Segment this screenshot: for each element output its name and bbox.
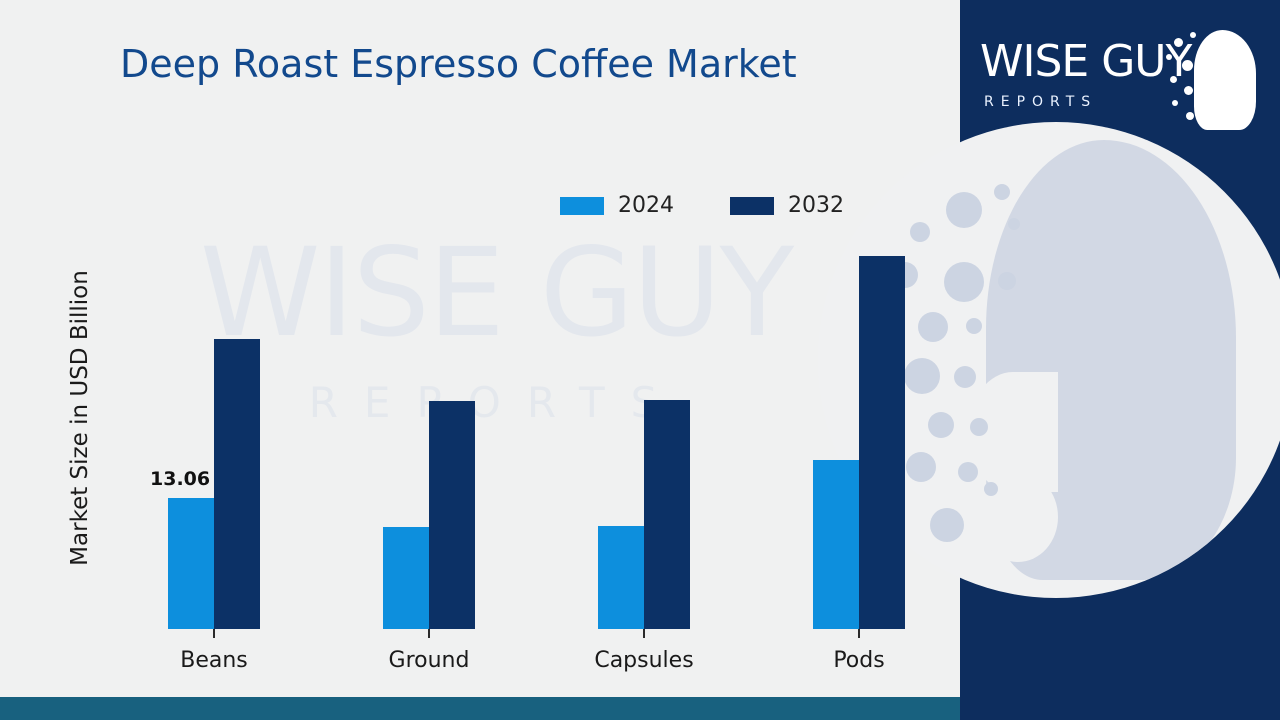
decor-dot [984, 482, 998, 496]
decor-dot [998, 272, 1016, 290]
decor-dot [930, 508, 964, 542]
bar-2024 [598, 526, 644, 629]
legend-label-2032: 2032 [788, 193, 844, 218]
bar-group: 13.06 Beans [114, 170, 314, 673]
bar-pair [544, 170, 744, 629]
legend-item-2024: 2024 [560, 193, 674, 218]
decor-dot [954, 366, 976, 388]
decor-dot [906, 452, 936, 482]
bar-2032 [644, 400, 690, 629]
footer-bar [0, 697, 960, 720]
wiseguy-logo: WISE GUY REPORTS [980, 28, 1260, 130]
chart-title: Deep Roast Espresso Coffee Market [120, 42, 797, 86]
category-label-beans: Beans [180, 648, 248, 673]
decor-dot [928, 412, 954, 438]
category-label-pods: Pods [833, 648, 885, 673]
bar-group: Ground [329, 170, 529, 673]
plot-area: 13.06 Beans Ground Capsules [96, 170, 936, 673]
decor-dot [970, 418, 988, 436]
legend-swatch-2032 [730, 196, 774, 215]
legend-label-2024: 2024 [618, 193, 674, 218]
category-label-ground: Ground [388, 648, 470, 673]
bar-2024 [383, 527, 429, 629]
bar-2032 [214, 339, 260, 629]
logo-head-icon [1166, 28, 1262, 132]
logo-decor-dot [1182, 60, 1193, 71]
logo-decor-dot [1174, 38, 1183, 47]
y-axis-label: Market Size in USD Billion [67, 270, 93, 566]
logo-head-shape [1194, 30, 1256, 130]
chart-legend: 2024 2032 [560, 193, 844, 218]
logo-subtext: REPORTS [984, 94, 1098, 110]
bar-2032 [859, 256, 905, 629]
decor-dot [994, 184, 1010, 200]
legend-item-2032: 2032 [730, 193, 844, 218]
logo-decor-dot [1166, 54, 1172, 60]
bar-group: Pods [759, 170, 959, 673]
bar-value-label: 13.06 [150, 468, 211, 490]
axis-tick [213, 629, 215, 638]
logo-decor-dot [1184, 86, 1193, 95]
logo-decor-dot [1190, 32, 1196, 38]
bar-2024 [813, 460, 859, 629]
decor-dot [910, 222, 930, 242]
bar-pair [759, 170, 959, 629]
bar-pair [329, 170, 529, 629]
decor-dot [966, 318, 982, 334]
axis-tick [643, 629, 645, 638]
legend-swatch-2024 [560, 196, 604, 215]
logo-wordmark: WISE GUY [980, 36, 1192, 87]
decor-dot [944, 262, 984, 302]
bar-2032 [429, 401, 475, 629]
bar-pair [114, 170, 314, 629]
decor-dot [918, 312, 948, 342]
decor-dot [946, 192, 982, 228]
logo-decor-dot [1186, 112, 1194, 120]
bar-2024 [168, 498, 214, 629]
bar-group: Capsules [544, 170, 744, 673]
decor-dot [1008, 218, 1020, 230]
decor-dot [958, 462, 978, 482]
axis-tick [428, 629, 430, 638]
decor-dot [904, 358, 940, 394]
logo-decor-dot [1172, 100, 1178, 106]
category-label-capsules: Capsules [594, 648, 694, 673]
axis-tick [858, 629, 860, 638]
logo-decor-dot [1170, 76, 1177, 83]
